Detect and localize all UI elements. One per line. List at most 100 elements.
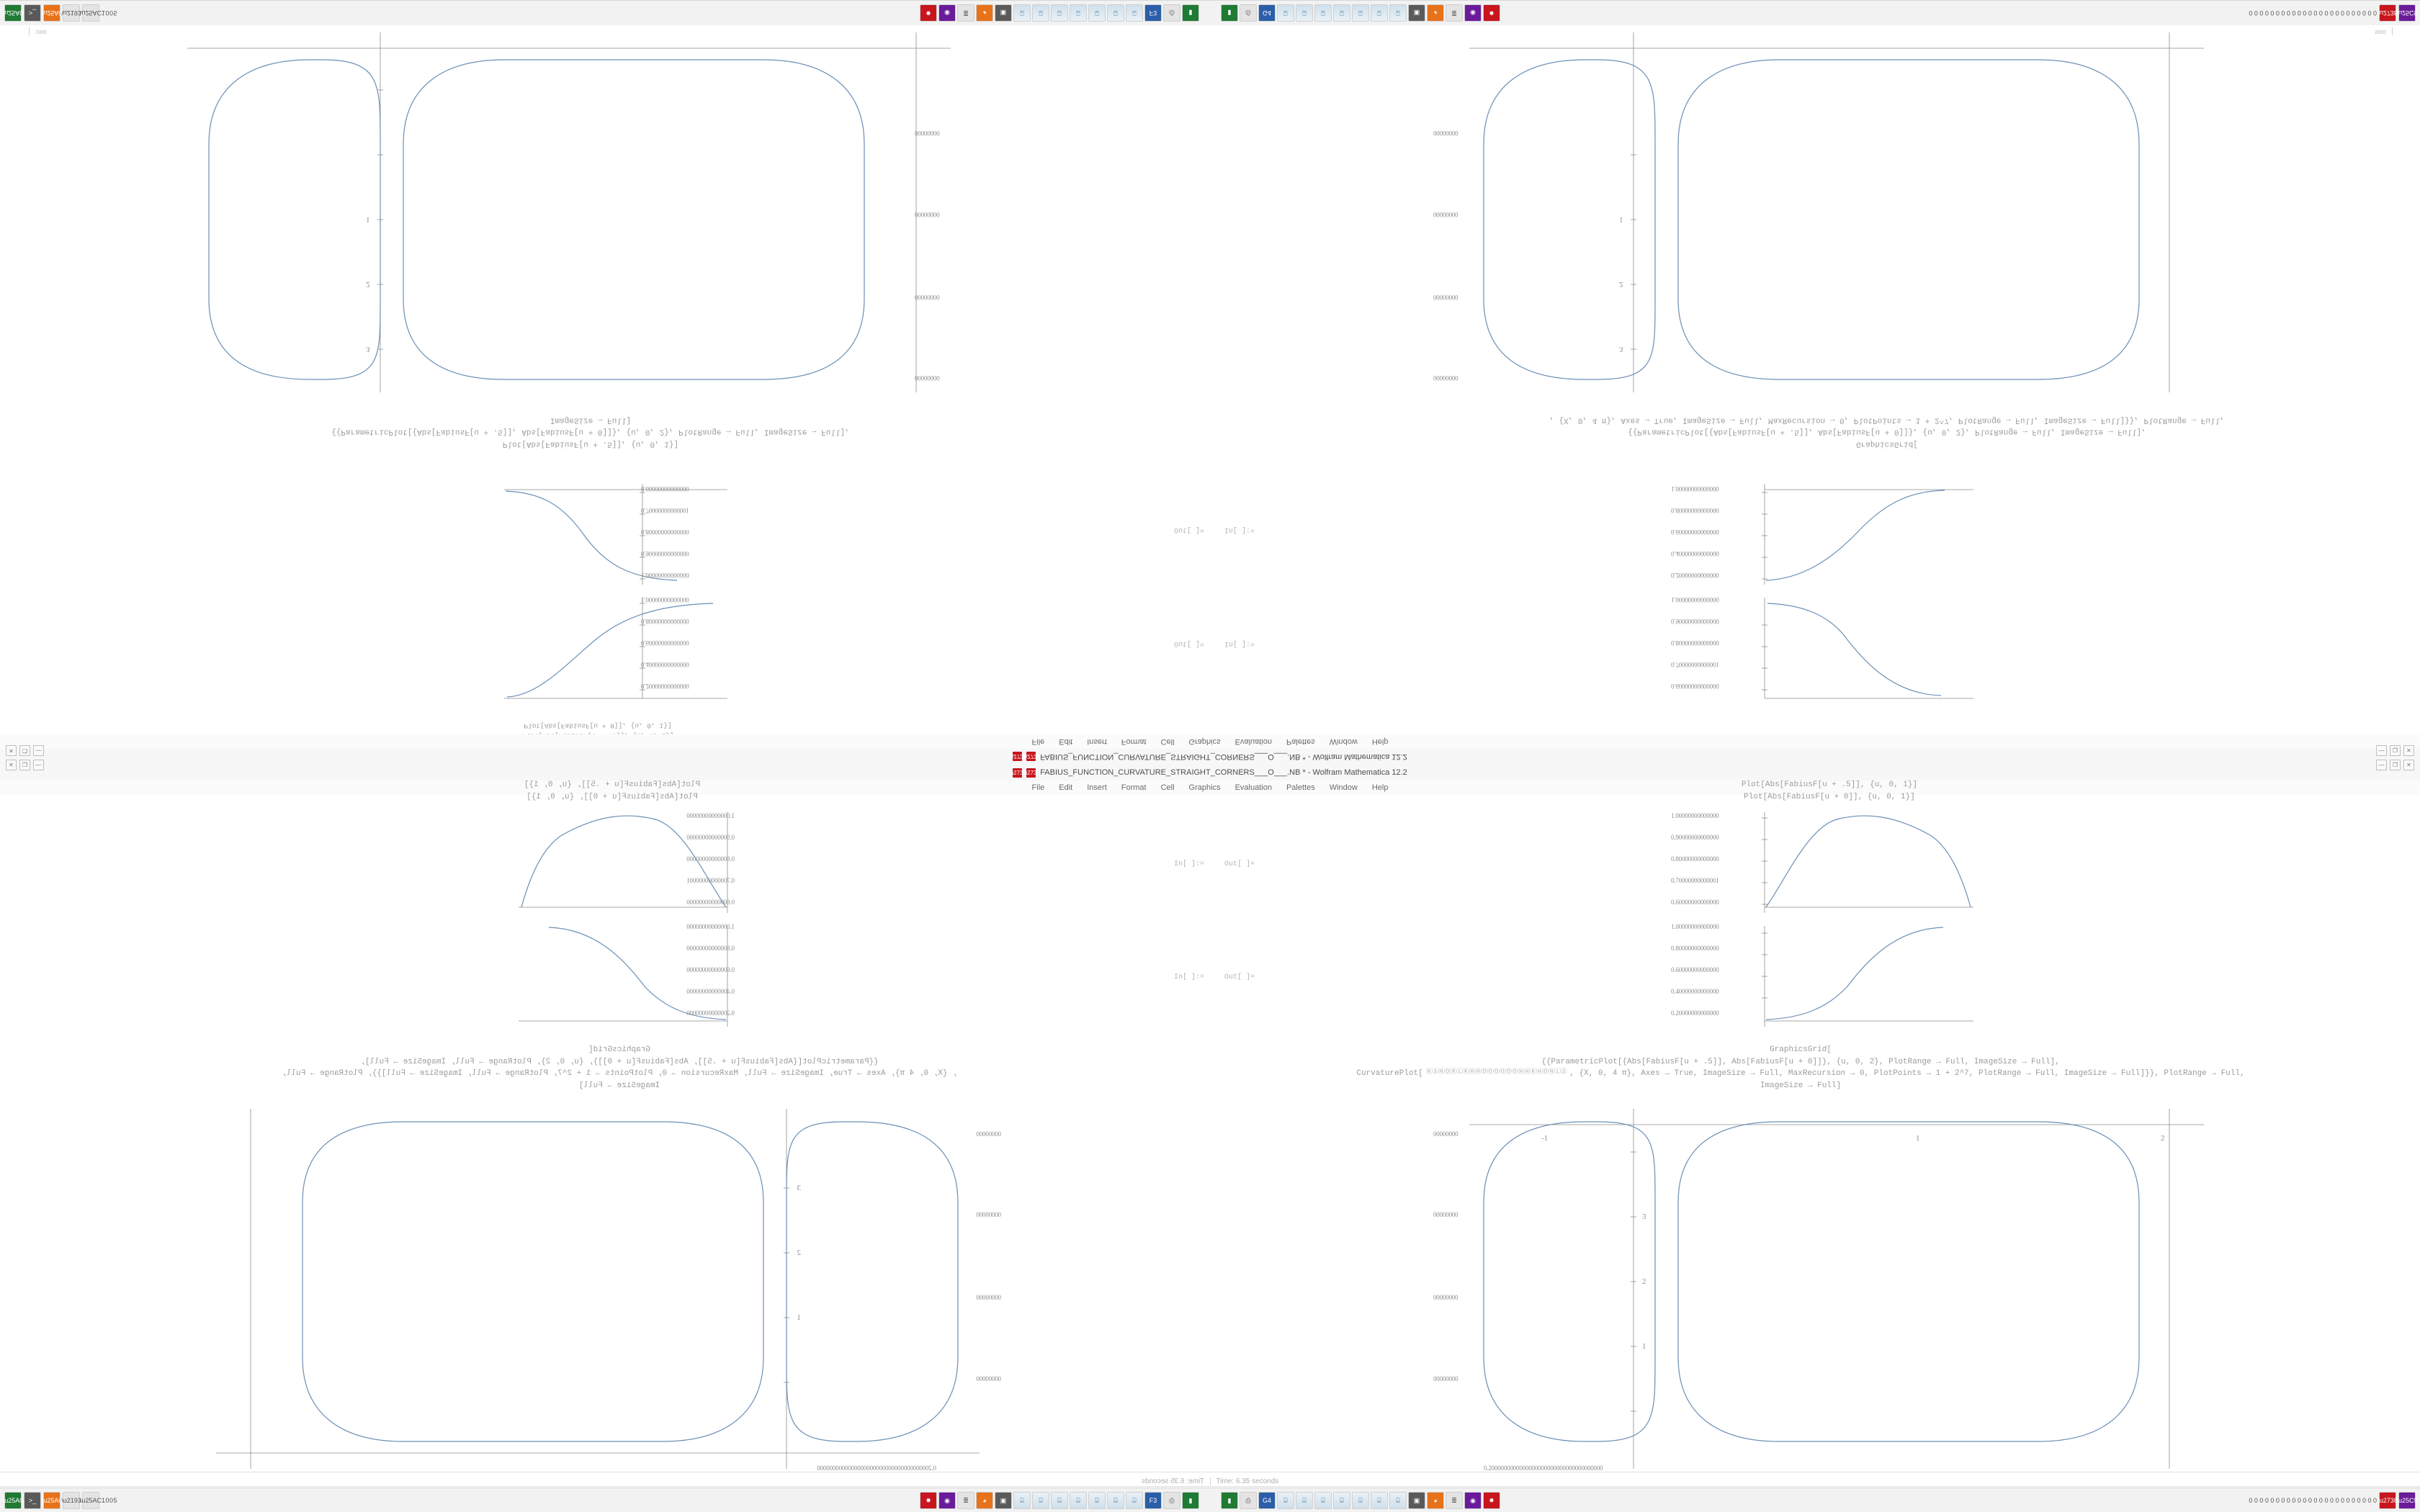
notebook-window-icon[interactable]: ⌸ — [1296, 1492, 1313, 1509]
printer-icon[interactable]: ⎙ — [1240, 1492, 1257, 1509]
notebook-window-icon[interactable]: ⌸ — [1314, 4, 1332, 22]
menu-edit[interactable]: Edit — [1059, 737, 1073, 746]
menu-evaluation[interactable]: Evaluation — [1234, 783, 1272, 792]
taskbar-bottom-tray[interactable]: 0 0 0 0 0 0 0 0 0 0 0 0 0 0 0 0 0 0 0 0 … — [2249, 1492, 2418, 1509]
start-menu-icon[interactable]: \u25A0 — [3, 1492, 23, 1509]
terminal-icon[interactable]: >_ — [24, 1492, 41, 1509]
wolfram-player-icon[interactable]: ◉ — [938, 1492, 956, 1509]
pin-icon[interactable]: \u2193 — [61, 1492, 81, 1509]
notebook-window-icon[interactable]: ⌸ — [1013, 1492, 1031, 1509]
firefox-icon[interactable]: ◕ — [976, 1492, 993, 1509]
tray-icon[interactable]: \u25AC — [80, 1492, 102, 1509]
code-block-graphicsgrid-mirrored[interactable]: GraphicsGrid[ {{ParametricPlot[{Abs[Fabi… — [43, 1044, 1196, 1092]
menu-window[interactable]: Window — [1329, 737, 1358, 746]
notebook-window-icon[interactable]: ⌸ — [1070, 4, 1087, 22]
menu-insert[interactable]: Insert — [1087, 737, 1107, 746]
notebook-window-icon[interactable]: ⌸ — [1389, 1492, 1407, 1509]
notebook-window-icon[interactable]: ⌸ — [1107, 4, 1124, 22]
taskbar-top-tray[interactable]: 0 0 0 0 0 0 0 0 0 0 0 0 0 0 0 0 0 0 0 0 … — [2249, 4, 2418, 22]
notebook-window-icon[interactable]: ⌸ — [1051, 4, 1068, 22]
notebook-window-icon[interactable]: ⌸ — [1051, 1492, 1068, 1509]
wolfram-player-icon[interactable]: ◉ — [1464, 1492, 1482, 1509]
notebook-window-icon[interactable]: ⌸ — [1352, 1492, 1369, 1509]
tray-icon[interactable]: \u25AC — [80, 4, 102, 22]
folder-icon[interactable]: \u25A0 — [42, 1492, 62, 1509]
notebook-window-icon[interactable]: ⌸ — [1277, 1492, 1294, 1509]
window-controls[interactable]: ✕ ❐ — — [6, 760, 44, 770]
menu-help[interactable]: Help — [1371, 783, 1389, 792]
notebook-window-icon[interactable]: ⌸ — [1333, 4, 1350, 22]
close-icon[interactable]: ✕ — [6, 760, 17, 770]
document-stack-icon[interactable]: ≣ — [957, 4, 974, 22]
mathematica-app-icon[interactable]: ✸ — [1483, 1492, 1500, 1509]
menu-palettes[interactable]: Palettes — [1286, 737, 1315, 746]
notebook-window-icon[interactable]: ⌸ — [1371, 4, 1388, 22]
monitor-icon[interactable]: ▣ — [1408, 1492, 1425, 1509]
menubar[interactable]: File Edit Insert Format Cell Graphics Ev… — [0, 780, 2420, 795]
wolfram-player-icon[interactable]: ◉ — [938, 4, 956, 22]
notebook-window-icon[interactable]: ⌸ — [1352, 4, 1369, 22]
taskbar-top-items[interactable]: ✸ ◉ ≣ ◕ ▣ ⌸ ⌸ ⌸ ⌸ ⌸ ⌸ ⌸ F3 ⎙ ▮ ▮ ⎙ G4 ⌸ ⌸ ⌸ ⌸ ⌸ ⌸ ⌸ ▣ ◕ ≣ ◉ ✸ — [920, 4, 1500, 22]
firefox-icon[interactable]: ◕ — [1427, 1492, 1444, 1509]
wolfram-player-icon[interactable]: \u25C9 — [2396, 4, 2418, 22]
f3-key-icon[interactable]: F3 — [1144, 1492, 1162, 1509]
notebook-window-icon[interactable]: ⌸ — [1070, 1492, 1087, 1509]
firefox-icon[interactable]: ◕ — [976, 4, 993, 22]
close-icon[interactable]: ✕ — [2403, 760, 2414, 770]
printer-icon[interactable]: ⎙ — [1240, 4, 1257, 22]
notebook-window-icon[interactable]: ⌸ — [1032, 1492, 1049, 1509]
minimize-icon[interactable]: — — [2376, 760, 2387, 770]
mathematica-app-icon[interactable]: ✸ — [920, 1492, 937, 1509]
window-controls-right[interactable]: — ❐ ✕ — [2376, 760, 2414, 770]
terminal-icon[interactable]: ▮ — [1221, 4, 1238, 22]
notebook-window-icon[interactable]: ⌸ — [1296, 4, 1313, 22]
notebook-window-icon[interactable]: ⌸ — [1314, 1492, 1332, 1509]
document-stack-icon[interactable]: ≣ — [1446, 1492, 1463, 1509]
document-stack-icon[interactable]: ≣ — [957, 1492, 974, 1509]
notebook-window-icon[interactable]: ⌸ — [1126, 1492, 1143, 1509]
mathematica-app-icon[interactable]: ✸ — [1483, 4, 1500, 22]
menu-file[interactable]: File — [1031, 783, 1045, 792]
menu-format[interactable]: Format — [1121, 737, 1147, 746]
terminal-icon[interactable]: ▮ — [1182, 4, 1199, 22]
notebook-window-icon[interactable]: ⌸ — [1333, 1492, 1350, 1509]
notebook-window-icon[interactable]: ⌸ — [1277, 4, 1294, 22]
code-block-top-right[interactable]: GraphicsGrid[ {{ParametricPlot[{Abs[Fabi… — [1383, 414, 2391, 450]
wolfram-player-icon[interactable]: \u25C9 — [2396, 1492, 2418, 1509]
menu-help[interactable]: Help — [1371, 737, 1389, 746]
minimize-icon[interactable]: — — [33, 745, 44, 756]
terminal-icon[interactable]: ▮ — [1182, 1492, 1199, 1509]
titlebar-mirrored[interactable]: \u2738 \u2738 FABIUS_FUNCTION_CURVATURE_… — [0, 749, 2420, 765]
taskbar-bottom[interactable]: \u25A0 >_ \u25A0 \u2193 \u25AC 1005 ✸ ◉ ≣ ◕… — [0, 1488, 2420, 1512]
window-controls-mirrored[interactable]: ✕ ❐ — — [6, 745, 44, 756]
restore-icon[interactable]: ❐ — [2390, 760, 2401, 770]
window-controls-right-mirrored[interactable]: — ❐ ✕ — [2376, 745, 2414, 756]
minimize-icon[interactable]: — — [2376, 745, 2387, 756]
notebook-window-icon[interactable]: ⌸ — [1107, 1492, 1124, 1509]
document-stack-icon[interactable]: ≣ — [1446, 4, 1463, 22]
close-icon[interactable]: ✕ — [2403, 745, 2414, 756]
taskbar-bottom-items[interactable]: ✸ ◉ ≣ ◕ ▣ ⌸ ⌸ ⌸ ⌸ ⌸ ⌸ ⌸ F3 ⎙ ▮ ▮ ⎙ G4 ⌸ ⌸ ⌸ ⌸ ⌸ ⌸ ⌸ ▣ ◕ ≣ ◉ ✸ — [920, 1492, 1500, 1509]
code-block-graphicsgrid[interactable]: GraphicsGrid[ {{ParametricPlot[{Abs[Fabi… — [1224, 1044, 2377, 1092]
notebook-window-icon[interactable]: ⌸ — [1371, 1492, 1388, 1509]
f3-key-icon[interactable]: F3 — [1144, 4, 1162, 22]
taskbar-top[interactable]: \u25A0 >_ \u25A0 \u2193 \u25AC 1005 ✸ ◉ ≣ ◕… — [0, 0, 2420, 25]
menu-graphics[interactable]: Graphics — [1188, 737, 1221, 746]
mathematica-app-icon[interactable]: ✸ — [920, 4, 937, 22]
notebook-window-icon[interactable]: ⌸ — [1032, 4, 1049, 22]
code-block-left-mirrored[interactable]: Plot[Abs[FabiusF[u + .5]], {u, 0, 1}] Pl… — [447, 779, 778, 803]
g4-key-icon[interactable]: G4 — [1258, 4, 1276, 22]
folder-icon[interactable]: \u25A0 — [42, 4, 62, 22]
menubar-mirrored[interactable]: File Edit Insert Format Cell Graphics Ev… — [0, 734, 2420, 749]
code-block-right[interactable]: Plot[Abs[FabiusF[u + .5]], {u, 0, 1}] Pl… — [1664, 779, 1995, 803]
pin-icon[interactable]: \u2193 — [61, 4, 81, 22]
wolfram-player-icon[interactable]: ◉ — [1464, 4, 1482, 22]
menu-cell[interactable]: Cell — [1160, 737, 1175, 746]
menu-insert[interactable]: Insert — [1087, 783, 1107, 792]
notebook-window-icon[interactable]: ⌸ — [1126, 4, 1143, 22]
firefox-icon[interactable]: ◕ — [1427, 4, 1444, 22]
monitor-icon[interactable]: ▣ — [995, 1492, 1012, 1509]
terminal-icon[interactable]: >_ — [24, 4, 41, 22]
menu-file[interactable]: File — [1031, 737, 1045, 746]
restore-icon[interactable]: ❐ — [19, 745, 30, 756]
